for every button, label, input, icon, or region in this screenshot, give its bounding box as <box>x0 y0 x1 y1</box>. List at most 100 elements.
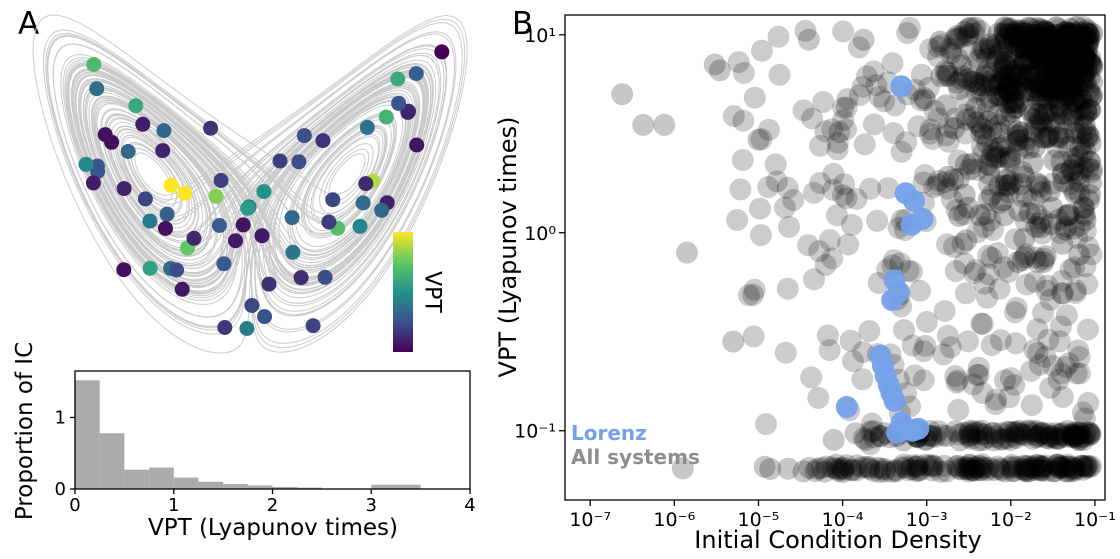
all-systems-point <box>1044 49 1067 72</box>
all-systems-point <box>1056 81 1078 104</box>
all-systems-point <box>1017 78 1040 101</box>
all-systems-point <box>1025 29 1048 52</box>
all-systems-point <box>1065 64 1088 87</box>
all-systems-point <box>1026 454 1049 477</box>
all-systems-point <box>1026 17 1049 40</box>
ic-dot <box>317 269 333 285</box>
all-systems-point <box>732 109 755 132</box>
all-systems-point <box>967 72 990 95</box>
all-systems-point <box>1078 26 1101 49</box>
all-systems-point <box>1071 25 1094 48</box>
all-systems-point <box>1066 424 1089 447</box>
all-systems-point <box>944 420 967 443</box>
all-systems-point <box>935 64 957 87</box>
all-systems-point <box>749 197 771 220</box>
all-systems-point <box>926 173 949 196</box>
all-systems-point <box>1081 55 1104 78</box>
all-systems-point <box>977 110 999 133</box>
all-systems-point <box>1004 421 1027 444</box>
all-systems-point <box>1037 126 1060 149</box>
all-systems-point <box>801 107 824 130</box>
all-systems-point <box>1060 423 1083 446</box>
legend-all-systems: All systems <box>571 445 700 469</box>
all-systems-point <box>990 459 1013 482</box>
all-systems-point <box>1033 20 1056 43</box>
histogram-bar <box>99 433 125 489</box>
all-systems-point <box>632 113 655 136</box>
all-systems-point <box>946 71 968 94</box>
all-systems-point <box>1043 112 1066 135</box>
ic-dot <box>296 128 312 144</box>
all-systems-point <box>1017 16 1040 39</box>
all-systems-point <box>1061 27 1084 50</box>
all-systems-point <box>1061 177 1084 200</box>
all-systems-point <box>1019 48 1042 71</box>
all-systems-point <box>1054 20 1077 43</box>
all-systems-point <box>960 427 983 450</box>
all-systems-point <box>906 456 929 479</box>
all-systems-point <box>927 420 950 443</box>
all-systems-point <box>982 421 1005 444</box>
all-systems-point <box>976 132 999 155</box>
all-systems-point <box>957 425 980 448</box>
all-systems-point <box>974 125 997 148</box>
ic-dot <box>85 175 101 191</box>
all-systems-point <box>1072 156 1095 179</box>
ic-dot <box>86 57 102 72</box>
all-systems-point <box>993 460 1016 483</box>
all-systems-point <box>1073 46 1096 69</box>
all-systems-point <box>1075 454 1098 477</box>
all-systems-point <box>1044 70 1067 93</box>
all-systems-point <box>1024 246 1047 269</box>
all-systems-point <box>858 457 881 480</box>
all-systems-point <box>1006 140 1029 163</box>
all-systems-point <box>803 268 825 291</box>
all-systems-point <box>1044 422 1067 445</box>
all-systems-point <box>1015 184 1038 207</box>
all-systems-point <box>1011 249 1034 271</box>
all-systems-point <box>1036 89 1059 112</box>
all-systems-point <box>1076 18 1098 41</box>
all-systems-point <box>910 89 933 112</box>
all-systems-point <box>839 329 862 352</box>
all-systems-point <box>1046 455 1069 478</box>
all-systems-point <box>981 69 1003 92</box>
lorenz-point <box>835 396 858 418</box>
all-systems-point <box>998 173 1021 196</box>
all-systems-point <box>954 122 977 145</box>
all-systems-point <box>1075 21 1098 43</box>
all-systems-point <box>1012 65 1035 87</box>
all-systems-point <box>653 113 676 136</box>
attractor-trajectory <box>32 14 468 354</box>
all-systems-point <box>1072 202 1095 225</box>
all-systems-point <box>999 22 1022 45</box>
all-systems-point <box>1078 82 1101 105</box>
all-systems-point <box>961 152 984 175</box>
all-systems-point <box>833 173 855 196</box>
all-systems-point <box>1077 236 1100 259</box>
all-systems-point <box>1076 273 1099 295</box>
all-systems-point <box>998 49 1021 72</box>
all-systems-point <box>1076 37 1099 60</box>
all-systems-point <box>1068 215 1091 237</box>
ic-dot <box>116 262 132 278</box>
all-systems-point <box>943 235 965 258</box>
all-systems-point <box>1006 74 1029 97</box>
all-systems-point <box>1072 16 1095 38</box>
all-systems-point <box>797 234 820 257</box>
all-systems-point <box>921 454 944 477</box>
all-systems-point <box>1078 65 1101 88</box>
all-systems-point <box>977 263 1000 286</box>
all-systems-point <box>936 425 959 448</box>
all-systems-point <box>1062 423 1085 446</box>
all-systems-point <box>1018 59 1041 82</box>
all-systems-point <box>1045 23 1068 46</box>
ic-dot <box>156 123 172 139</box>
all-systems-point <box>964 16 987 39</box>
all-systems-point <box>774 341 797 364</box>
all-systems-point <box>1052 122 1075 145</box>
all-systems-point <box>1068 21 1091 44</box>
all-systems-point <box>969 458 992 481</box>
all-systems-point <box>987 83 1010 106</box>
all-systems-point <box>1056 25 1079 48</box>
